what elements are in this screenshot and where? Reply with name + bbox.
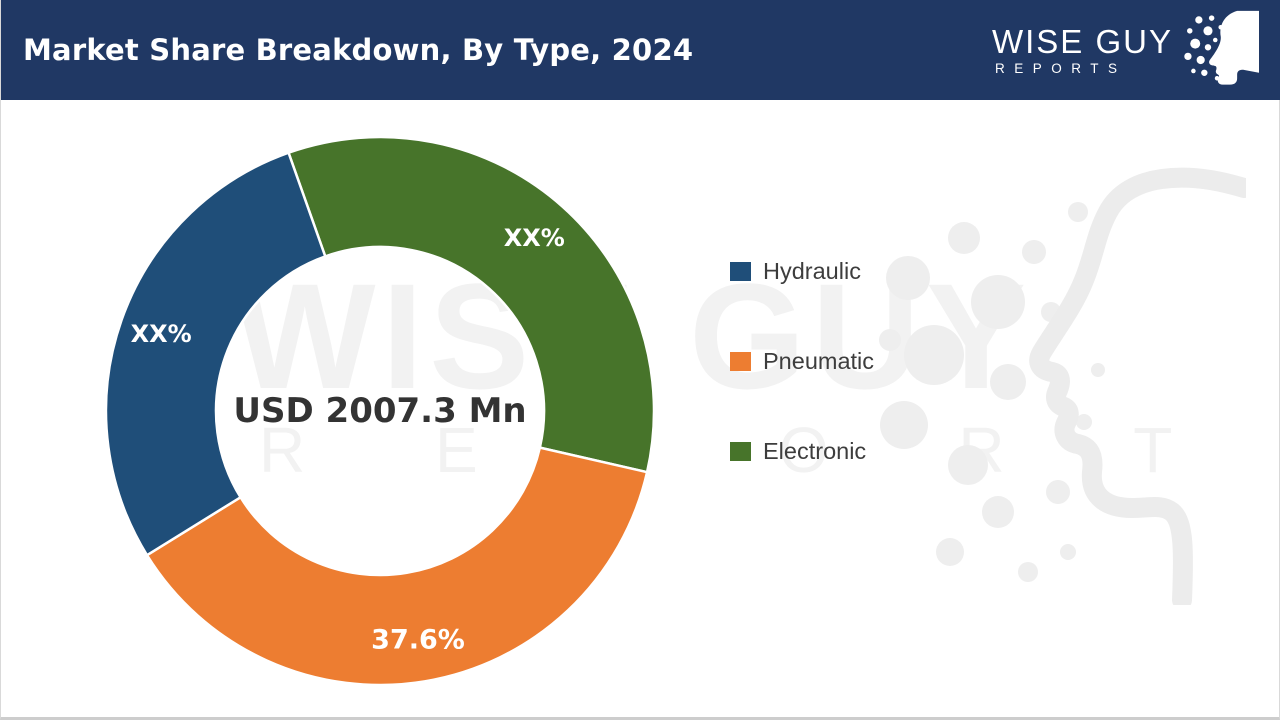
slice-hydraulic: [104, 151, 327, 557]
slice-label-pneumatic: 37.6%: [371, 624, 465, 655]
logo-name-text: WISE GUY: [991, 22, 1173, 60]
donut-chart: XX% 37.6% XX%: [104, 135, 656, 687]
watermark-reports-text: R E P O R T S: [259, 414, 1280, 486]
legend-label: Pneumatic: [763, 347, 875, 374]
legend-item-hydraulic: Hydraulic: [730, 254, 874, 288]
legend-label: Hydraulic: [763, 257, 861, 284]
legend-item-pneumatic: Pneumatic: [730, 344, 874, 378]
logo-face-icon: [1184, 10, 1259, 85]
header: Market Share Breakdown, By Type, 2024 WI…: [1, 0, 1280, 100]
legend-swatch-pneumatic: [730, 351, 751, 371]
legend-swatch-electronic: [730, 441, 751, 461]
legend-label: Electronic: [763, 437, 867, 464]
logo: WISE GUY REPORTS: [992, 7, 1259, 93]
slice-pneumatic: [145, 446, 649, 687]
slice-electronic: [286, 135, 656, 474]
watermark-face-icon: [879, 167, 1246, 605]
chart-legend: Hydraulic Pneumatic Electronic: [730, 254, 874, 524]
slice-label-electronic: XX%: [504, 224, 565, 252]
logo-sub-text: REPORTS: [994, 60, 1127, 76]
page-title: Market Share Breakdown, By Type, 2024: [23, 33, 694, 67]
slice-label-hydraulic: XX%: [131, 320, 192, 348]
legend-item-electronic: Electronic: [730, 434, 874, 468]
legend-swatch-hydraulic: [730, 261, 751, 281]
